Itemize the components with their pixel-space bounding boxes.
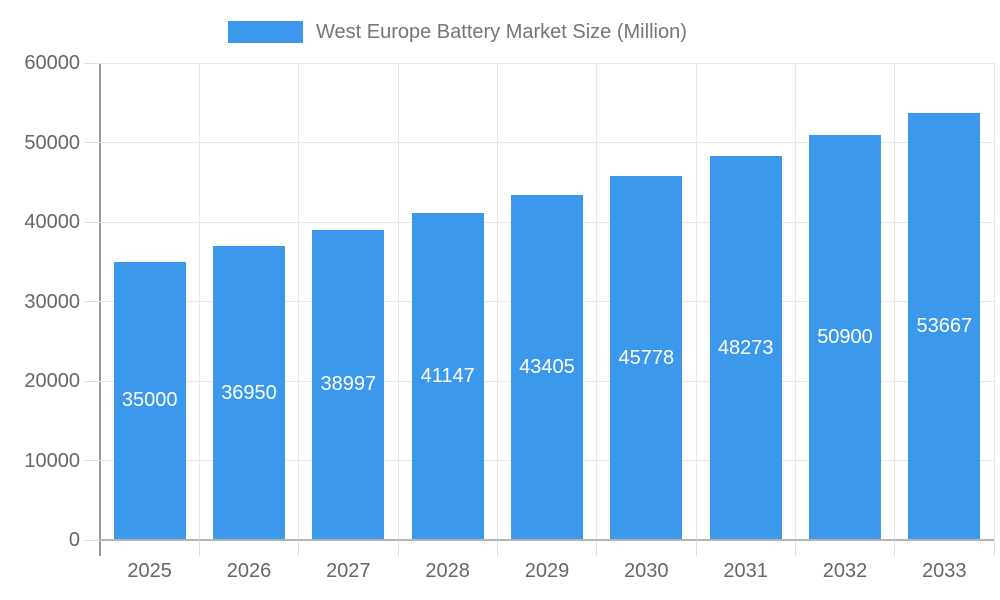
x-axis-label: 2032 xyxy=(822,560,868,582)
x-axis-label: 2026 xyxy=(226,560,272,582)
bar-value-label: 35000 xyxy=(121,389,178,412)
y-axis-tick xyxy=(84,301,100,302)
bar-value-label: 45778 xyxy=(618,346,675,369)
x-axis-tick xyxy=(794,540,796,556)
legend: West Europe Battery Market Size (Million… xyxy=(228,19,687,45)
y-axis-label: 40000 xyxy=(24,211,80,233)
y-axis-label: 50000 xyxy=(24,131,80,154)
h-gridline xyxy=(100,142,994,143)
x-axis-tick xyxy=(298,540,300,556)
legend-swatch-icon xyxy=(228,21,303,43)
y-axis-label: 20000 xyxy=(24,370,80,392)
bar[interactable]: 48273 xyxy=(709,156,782,540)
x-axis-label: 2025 xyxy=(127,560,172,582)
v-gridline xyxy=(198,63,200,540)
bar-value-label: 36950 xyxy=(221,381,277,404)
plot-area: 35000 36950 38997 41147 43405 45778 48273 50900… xyxy=(100,62,995,540)
v-gridline xyxy=(298,63,300,540)
y-axis-tick xyxy=(84,221,100,223)
y-axis-label: 30000 xyxy=(24,290,80,313)
bar-value-label: 43405 xyxy=(519,355,575,378)
x-axis-label: 2031 xyxy=(723,560,768,582)
bar-value-label: 41147 xyxy=(420,364,475,387)
legend-label: West Europe Battery Market Size (Million… xyxy=(316,20,687,43)
bar[interactable]: 50900 xyxy=(809,135,881,540)
x-axis-tick xyxy=(198,540,200,556)
y-axis-line xyxy=(99,63,101,556)
x-axis-tick xyxy=(993,540,995,556)
x-axis-tick xyxy=(596,540,598,556)
x-axis-label: 2027 xyxy=(326,560,371,582)
x-axis-label: 2029 xyxy=(524,560,570,582)
bar[interactable]: 41147 xyxy=(411,212,484,540)
x-axis-tick xyxy=(496,540,498,556)
bar-value-label: 48273 xyxy=(717,336,774,359)
v-gridline xyxy=(397,63,399,540)
y-axis-label: 0 xyxy=(68,529,80,551)
bar[interactable]: 35000 xyxy=(113,261,186,540)
x-axis-tick xyxy=(894,540,896,556)
x-axis-label: 2030 xyxy=(624,560,669,582)
y-axis-tick xyxy=(84,380,100,382)
v-gridline xyxy=(993,63,995,540)
y-axis-tick xyxy=(84,62,100,64)
bar-value-label: 50900 xyxy=(817,326,873,349)
v-gridline xyxy=(596,63,598,540)
bar[interactable]: 43405 xyxy=(511,194,583,540)
legend-item[interactable]: West Europe Battery Market Size (Million… xyxy=(228,21,687,44)
x-axis-line xyxy=(100,539,994,541)
x-axis-label: 2028 xyxy=(425,560,470,582)
y-axis-tick xyxy=(84,460,100,461)
y-axis-tick xyxy=(84,539,100,541)
x-axis-tick xyxy=(695,540,697,556)
bar[interactable]: 45778 xyxy=(610,176,683,540)
y-axis-label: 10000 xyxy=(24,449,80,472)
bar-value-label: 38997 xyxy=(320,373,377,396)
bar-value-label: 53667 xyxy=(916,315,973,338)
bar[interactable]: 38997 xyxy=(312,229,385,540)
y-axis-tick xyxy=(84,142,100,143)
v-gridline xyxy=(794,63,796,540)
bar[interactable]: 53667 xyxy=(908,113,981,540)
v-gridline xyxy=(695,63,697,540)
v-gridline xyxy=(496,63,498,540)
h-gridline xyxy=(100,62,994,64)
x-axis-label: 2033 xyxy=(922,560,967,582)
v-gridline xyxy=(894,63,896,540)
y-axis-label: 60000 xyxy=(24,52,80,74)
x-axis-tick xyxy=(397,540,399,556)
bar[interactable]: 36950 xyxy=(213,246,285,540)
